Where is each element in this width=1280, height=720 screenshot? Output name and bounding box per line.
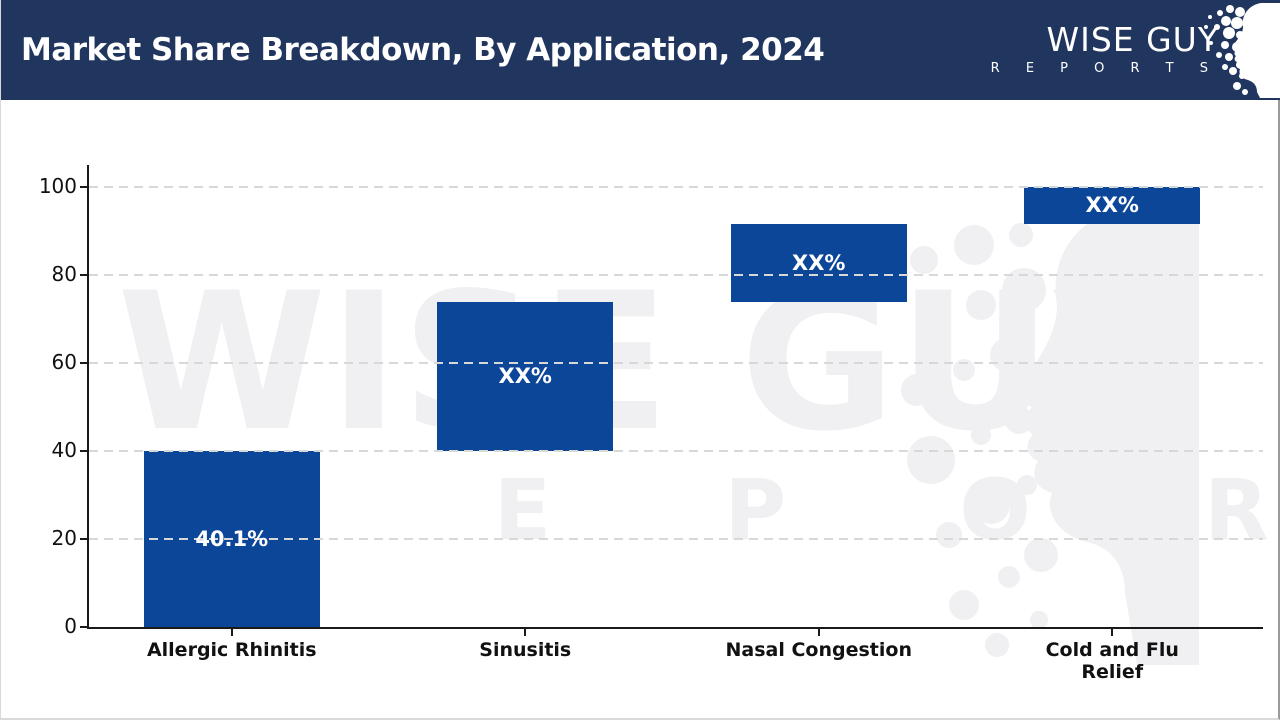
- x-axis-tick: [817, 629, 820, 636]
- bar-value-label: XX%: [792, 250, 846, 275]
- category-label: Nasal Congestion: [725, 639, 912, 662]
- y-axis-tick: [80, 538, 87, 540]
- x-axis: [87, 627, 1263, 629]
- category-label-line: Relief: [1081, 660, 1144, 683]
- brand-logo-text: WISE GUY R E P O R T S: [990, 20, 1219, 76]
- category-label-line: Nasal Congestion: [725, 639, 912, 661]
- category-label: Allergic Rhinitis: [146, 639, 317, 662]
- grid-line: [89, 538, 1263, 540]
- y-axis-tick: [80, 274, 87, 276]
- y-axis: [87, 165, 89, 629]
- bar-value-label: XX%: [1085, 193, 1139, 218]
- chart-title: Market Share Breakdown, By Application, …: [21, 32, 825, 68]
- bar-value-label: 40.1%: [195, 526, 269, 551]
- category-label-line: Allergic Rhinitis: [146, 639, 317, 661]
- y-tick-label: 100: [38, 174, 77, 198]
- y-tick-label: 20: [51, 526, 77, 550]
- y-tick-label: 80: [51, 262, 77, 286]
- grid-line: [89, 186, 1263, 188]
- y-tick-label: 60: [51, 350, 77, 374]
- header-bar: Market Share Breakdown, By Application, …: [1, 0, 1280, 100]
- grid-line: [89, 362, 1263, 364]
- category-label: Cold and Flu Relief: [1045, 639, 1179, 684]
- brand-head-icon: [1204, 3, 1280, 98]
- y-axis-tick: [80, 362, 87, 364]
- x-axis-tick: [524, 629, 527, 636]
- category-label: Sinusitis: [479, 639, 572, 662]
- bar: [730, 223, 907, 302]
- y-axis-tick: [80, 626, 87, 628]
- bar-value-label: XX%: [498, 364, 552, 389]
- watermark-head-logo: [901, 210, 1199, 665]
- brand-logo: WISE GUY R E P O R T S: [991, 0, 1280, 100]
- brand-name: WISE GUY: [1046, 20, 1219, 59]
- y-tick-label: 40: [51, 438, 77, 462]
- bar: [1024, 187, 1201, 224]
- bar: [437, 301, 614, 451]
- brand-subname: R E P O R T S: [990, 60, 1219, 76]
- grid-line: [89, 274, 1263, 276]
- y-axis-tick: [80, 450, 87, 452]
- grid-line: [89, 450, 1263, 452]
- x-axis-tick: [230, 629, 233, 636]
- y-tick-label: 0: [64, 614, 77, 638]
- y-axis-tick: [80, 186, 87, 188]
- category-label-line: Cold and Flu: [1045, 639, 1179, 661]
- x-axis-tick: [1111, 629, 1114, 636]
- category-label-line: Sinusitis: [479, 639, 572, 661]
